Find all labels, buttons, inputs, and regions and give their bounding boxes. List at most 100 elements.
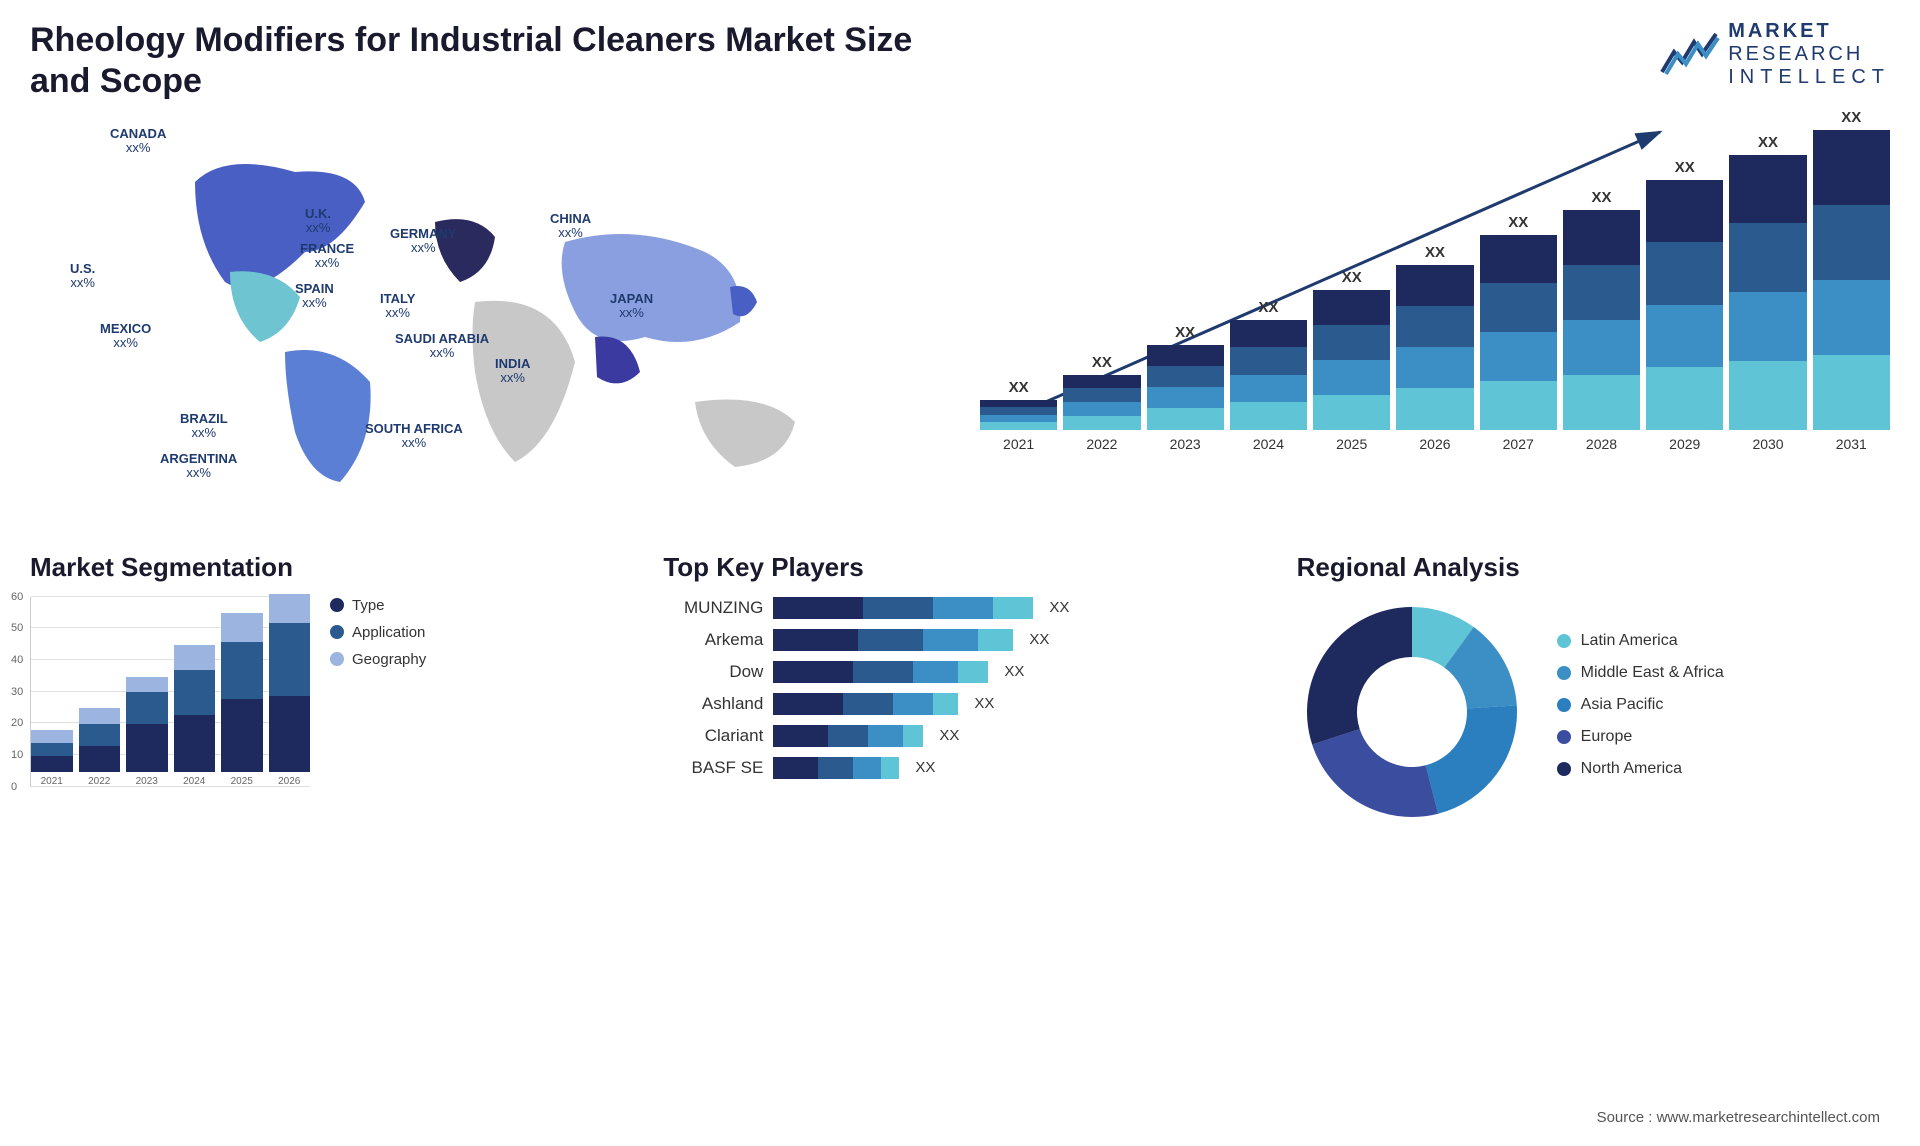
growth-bar-segment <box>1563 375 1640 430</box>
growth-bar-segment <box>1729 223 1806 292</box>
seg-ytick: 0 <box>11 781 17 793</box>
growth-bar-value: XX <box>1758 134 1778 151</box>
growth-bar-stack <box>1313 290 1390 430</box>
regional-chart: Latin AmericaMiddle East & AfricaAsia Pa… <box>1297 597 1890 827</box>
growth-bar-segment <box>1646 305 1723 368</box>
growth-bar-segment <box>1480 235 1557 284</box>
seg-bar: 2021 <box>31 730 73 786</box>
logo-line1: MARKET <box>1728 20 1890 43</box>
growth-bar-segment <box>1396 388 1473 429</box>
player-value: XX <box>1049 599 1069 616</box>
growth-bar-segment <box>1480 381 1557 430</box>
growth-bar-value: XX <box>1342 269 1362 286</box>
player-bar <box>773 661 988 683</box>
growth-bar-segment <box>1646 242 1723 305</box>
seg-bar-segment <box>79 746 121 771</box>
seg-bar-segment <box>31 730 73 743</box>
donut-wrap <box>1297 597 1527 827</box>
player-name: Dow <box>663 662 763 682</box>
growth-bar-value: XX <box>1675 159 1695 176</box>
growth-bar-value: XX <box>1841 109 1861 126</box>
growth-bar: XX 2026 <box>1396 244 1473 452</box>
growth-bar-year: 2023 <box>1170 436 1201 452</box>
seg-bar-stack <box>126 677 168 772</box>
growth-bar-year: 2026 <box>1419 436 1450 452</box>
player-bar-segment <box>913 661 958 683</box>
growth-bar-segment <box>980 422 1057 430</box>
growth-bar-segment <box>1147 408 1224 429</box>
player-name: Arkema <box>663 630 763 650</box>
legend-label: Middle East & Africa <box>1581 664 1724 682</box>
legend-label: Latin America <box>1581 632 1678 650</box>
player-bar-segment <box>773 757 818 779</box>
growth-bar-value: XX <box>1425 244 1445 261</box>
player-row: Dow XX <box>663 661 1256 683</box>
map-label: SPAINxx% <box>295 282 334 311</box>
seg-bar-year: 2022 <box>88 776 110 787</box>
logo-icon <box>1660 30 1720 80</box>
growth-bar-segment <box>1313 360 1390 395</box>
seg-bar-year: 2021 <box>41 776 63 787</box>
seg-legend-item: Type <box>330 597 426 614</box>
seg-bar-segment <box>221 613 263 642</box>
seg-bar-segment <box>126 692 168 724</box>
seg-ytick: 10 <box>11 749 23 761</box>
regional-title: Regional Analysis <box>1297 552 1890 583</box>
seg-ytick: 20 <box>11 717 23 729</box>
growth-bar-stack <box>1396 265 1473 430</box>
growth-bar-segment <box>1313 325 1390 360</box>
logo-line3: INTELLECT <box>1728 66 1890 89</box>
seg-bar-segment <box>126 677 168 693</box>
donut-slice <box>1307 607 1412 744</box>
regional-legend: Latin AmericaMiddle East & AfricaAsia Pa… <box>1557 632 1724 792</box>
growth-bar-value: XX <box>1258 299 1278 316</box>
map-label: SOUTH AFRICAxx% <box>365 422 463 451</box>
seg-bar-year: 2025 <box>231 776 253 787</box>
player-row: AshlandXX <box>663 693 1256 715</box>
map-label: CHINAxx% <box>550 212 591 241</box>
map-label: GERMANYxx% <box>390 227 456 256</box>
growth-chart: XX2021XX2022XX2023XX2024XX2025XX2026XX20… <box>980 122 1890 522</box>
map-label: ARGENTINAxx% <box>160 452 237 481</box>
player-bar-segment <box>881 757 899 779</box>
growth-bar-stack <box>1230 320 1307 430</box>
growth-bar-segment <box>1147 387 1224 408</box>
growth-bar-segment <box>980 400 1057 408</box>
growth-bar-value: XX <box>1092 354 1112 371</box>
logo-text: MARKET RESEARCH INTELLECT <box>1728 20 1890 89</box>
growth-bar-stack <box>1646 180 1723 430</box>
segmentation-bars-wrap: 0102030405060202120222023202420252026 <box>30 597 310 817</box>
growth-bar-stack <box>1563 210 1640 430</box>
player-bar <box>773 725 923 747</box>
growth-bar-segment <box>1230 375 1307 403</box>
growth-bar-segment <box>1729 361 1806 430</box>
player-bar-segment <box>773 661 853 683</box>
growth-bar-year: 2030 <box>1752 436 1783 452</box>
regional-legend-item: Latin America <box>1557 632 1724 650</box>
map-label: BRAZILxx% <box>180 412 228 441</box>
segmentation-title: Market Segmentation <box>30 552 623 583</box>
page-title: Rheology Modifiers for Industrial Cleane… <box>30 20 980 102</box>
seg-bar-year: 2023 <box>136 776 158 787</box>
growth-bar-segment <box>1480 283 1557 332</box>
growth-bar-segment <box>1480 332 1557 381</box>
map-label: SAUDI ARABIAxx% <box>395 332 489 361</box>
player-name: Ashland <box>663 694 763 714</box>
player-bar-segment <box>933 693 958 715</box>
legend-swatch <box>330 652 344 666</box>
growth-bar: XX2029 <box>1646 159 1723 452</box>
legend-swatch <box>1557 762 1571 776</box>
player-value: XX <box>939 727 959 744</box>
map-label: U.S.xx% <box>70 262 95 291</box>
growth-bar-segment <box>1563 320 1640 375</box>
growth-bar-value: XX <box>1508 214 1528 231</box>
player-row: BASF SEXX <box>663 757 1256 779</box>
growth-bar-year: 2028 <box>1586 436 1617 452</box>
seg-bar-segment <box>221 699 263 772</box>
seg-bar-segment <box>174 715 216 772</box>
growth-bar-segment <box>1313 290 1390 325</box>
player-value: XX <box>1004 663 1024 680</box>
player-bar-segment <box>773 597 863 619</box>
legend-swatch <box>1557 666 1571 680</box>
players-panel: Top Key Players MUNZINGXXArkemaXXDowXXAs… <box>663 552 1256 827</box>
